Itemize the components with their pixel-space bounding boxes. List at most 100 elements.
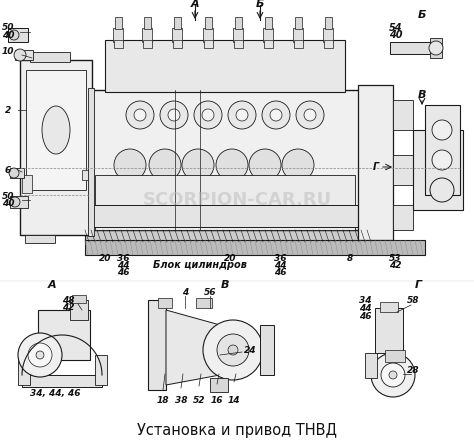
Bar <box>393 155 415 185</box>
Circle shape <box>282 149 314 181</box>
Text: 24: 24 <box>244 345 256 354</box>
Circle shape <box>228 345 238 355</box>
Text: Б: Б <box>256 0 264 9</box>
Text: В: В <box>221 280 229 290</box>
Bar <box>413 130 463 210</box>
Text: Г: Г <box>414 280 421 290</box>
Bar <box>10 168 24 178</box>
Circle shape <box>18 333 62 377</box>
Bar <box>393 100 413 130</box>
Text: 42: 42 <box>389 261 401 270</box>
Bar <box>8 28 28 42</box>
Bar <box>173 40 182 48</box>
Bar <box>425 105 460 195</box>
Bar <box>233 28 243 42</box>
Bar <box>72 295 86 303</box>
Text: 40: 40 <box>389 30 403 40</box>
Text: 48: 48 <box>62 296 74 305</box>
Bar <box>293 28 303 42</box>
Bar <box>295 17 302 29</box>
Bar <box>390 42 435 54</box>
Text: 18: 18 <box>157 396 169 404</box>
Text: 58: 58 <box>407 296 419 305</box>
Text: В: В <box>418 90 426 100</box>
Text: SCORPION-CAR.RU: SCORPION-CAR.RU <box>143 191 331 209</box>
Text: 42: 42 <box>62 302 74 312</box>
Circle shape <box>182 149 214 181</box>
Text: 34, 44, 46: 34, 44, 46 <box>30 388 80 397</box>
Text: 46: 46 <box>359 312 371 321</box>
Circle shape <box>149 149 181 181</box>
Circle shape <box>430 178 454 202</box>
Text: Установка и привод ТНВД: Установка и привод ТНВД <box>137 423 337 437</box>
Bar <box>174 17 181 29</box>
Text: 2: 2 <box>5 106 11 115</box>
Text: Б: Б <box>418 10 426 20</box>
Bar <box>265 17 272 29</box>
Text: 52: 52 <box>193 396 205 404</box>
Text: 16: 16 <box>211 396 223 404</box>
Bar <box>358 85 393 240</box>
Text: 20: 20 <box>99 254 111 262</box>
Bar <box>85 240 425 255</box>
Text: 28: 28 <box>407 365 419 374</box>
Bar <box>148 300 166 390</box>
Circle shape <box>10 197 20 207</box>
Bar <box>114 40 123 48</box>
Bar <box>210 378 228 392</box>
Circle shape <box>203 320 263 380</box>
Text: 44: 44 <box>274 261 286 270</box>
Bar <box>323 28 333 42</box>
Bar <box>22 175 32 193</box>
Circle shape <box>216 149 248 181</box>
Circle shape <box>9 168 19 178</box>
Circle shape <box>134 109 146 121</box>
Bar <box>393 205 413 230</box>
Bar <box>264 40 273 48</box>
Bar <box>365 353 377 378</box>
Bar <box>205 17 212 29</box>
Circle shape <box>114 149 146 181</box>
Text: 8: 8 <box>347 254 353 262</box>
Text: 44: 44 <box>359 304 371 313</box>
Circle shape <box>160 101 188 129</box>
Bar <box>95 355 107 385</box>
Circle shape <box>249 149 281 181</box>
Circle shape <box>202 109 214 121</box>
Bar <box>325 17 332 29</box>
Text: 54: 54 <box>389 23 403 33</box>
Bar <box>430 38 442 58</box>
Bar <box>18 355 30 385</box>
Bar <box>88 88 94 236</box>
Circle shape <box>236 109 248 121</box>
Bar <box>263 28 273 42</box>
Bar <box>30 52 70 62</box>
Bar <box>203 28 213 42</box>
Bar <box>143 40 152 48</box>
Bar <box>90 205 360 227</box>
Circle shape <box>168 109 180 121</box>
Text: 53: 53 <box>389 254 401 262</box>
Text: 44: 44 <box>117 261 129 270</box>
Bar <box>235 17 242 29</box>
Bar <box>142 28 152 42</box>
Bar <box>22 375 102 387</box>
Bar <box>380 302 398 312</box>
Bar <box>26 70 86 190</box>
Circle shape <box>217 334 249 366</box>
Text: 50: 50 <box>2 24 14 32</box>
Bar <box>113 28 123 42</box>
Text: А: А <box>191 0 199 9</box>
Circle shape <box>304 109 316 121</box>
Text: 36: 36 <box>117 254 129 262</box>
Bar <box>294 40 303 48</box>
Text: А: А <box>48 280 56 290</box>
Text: 46: 46 <box>274 267 286 277</box>
Circle shape <box>262 101 290 129</box>
Text: 6: 6 <box>5 166 11 174</box>
Text: 46: 46 <box>117 267 129 277</box>
Circle shape <box>126 101 154 129</box>
Text: 4: 4 <box>182 288 188 297</box>
Circle shape <box>28 343 52 367</box>
Bar <box>95 175 355 230</box>
